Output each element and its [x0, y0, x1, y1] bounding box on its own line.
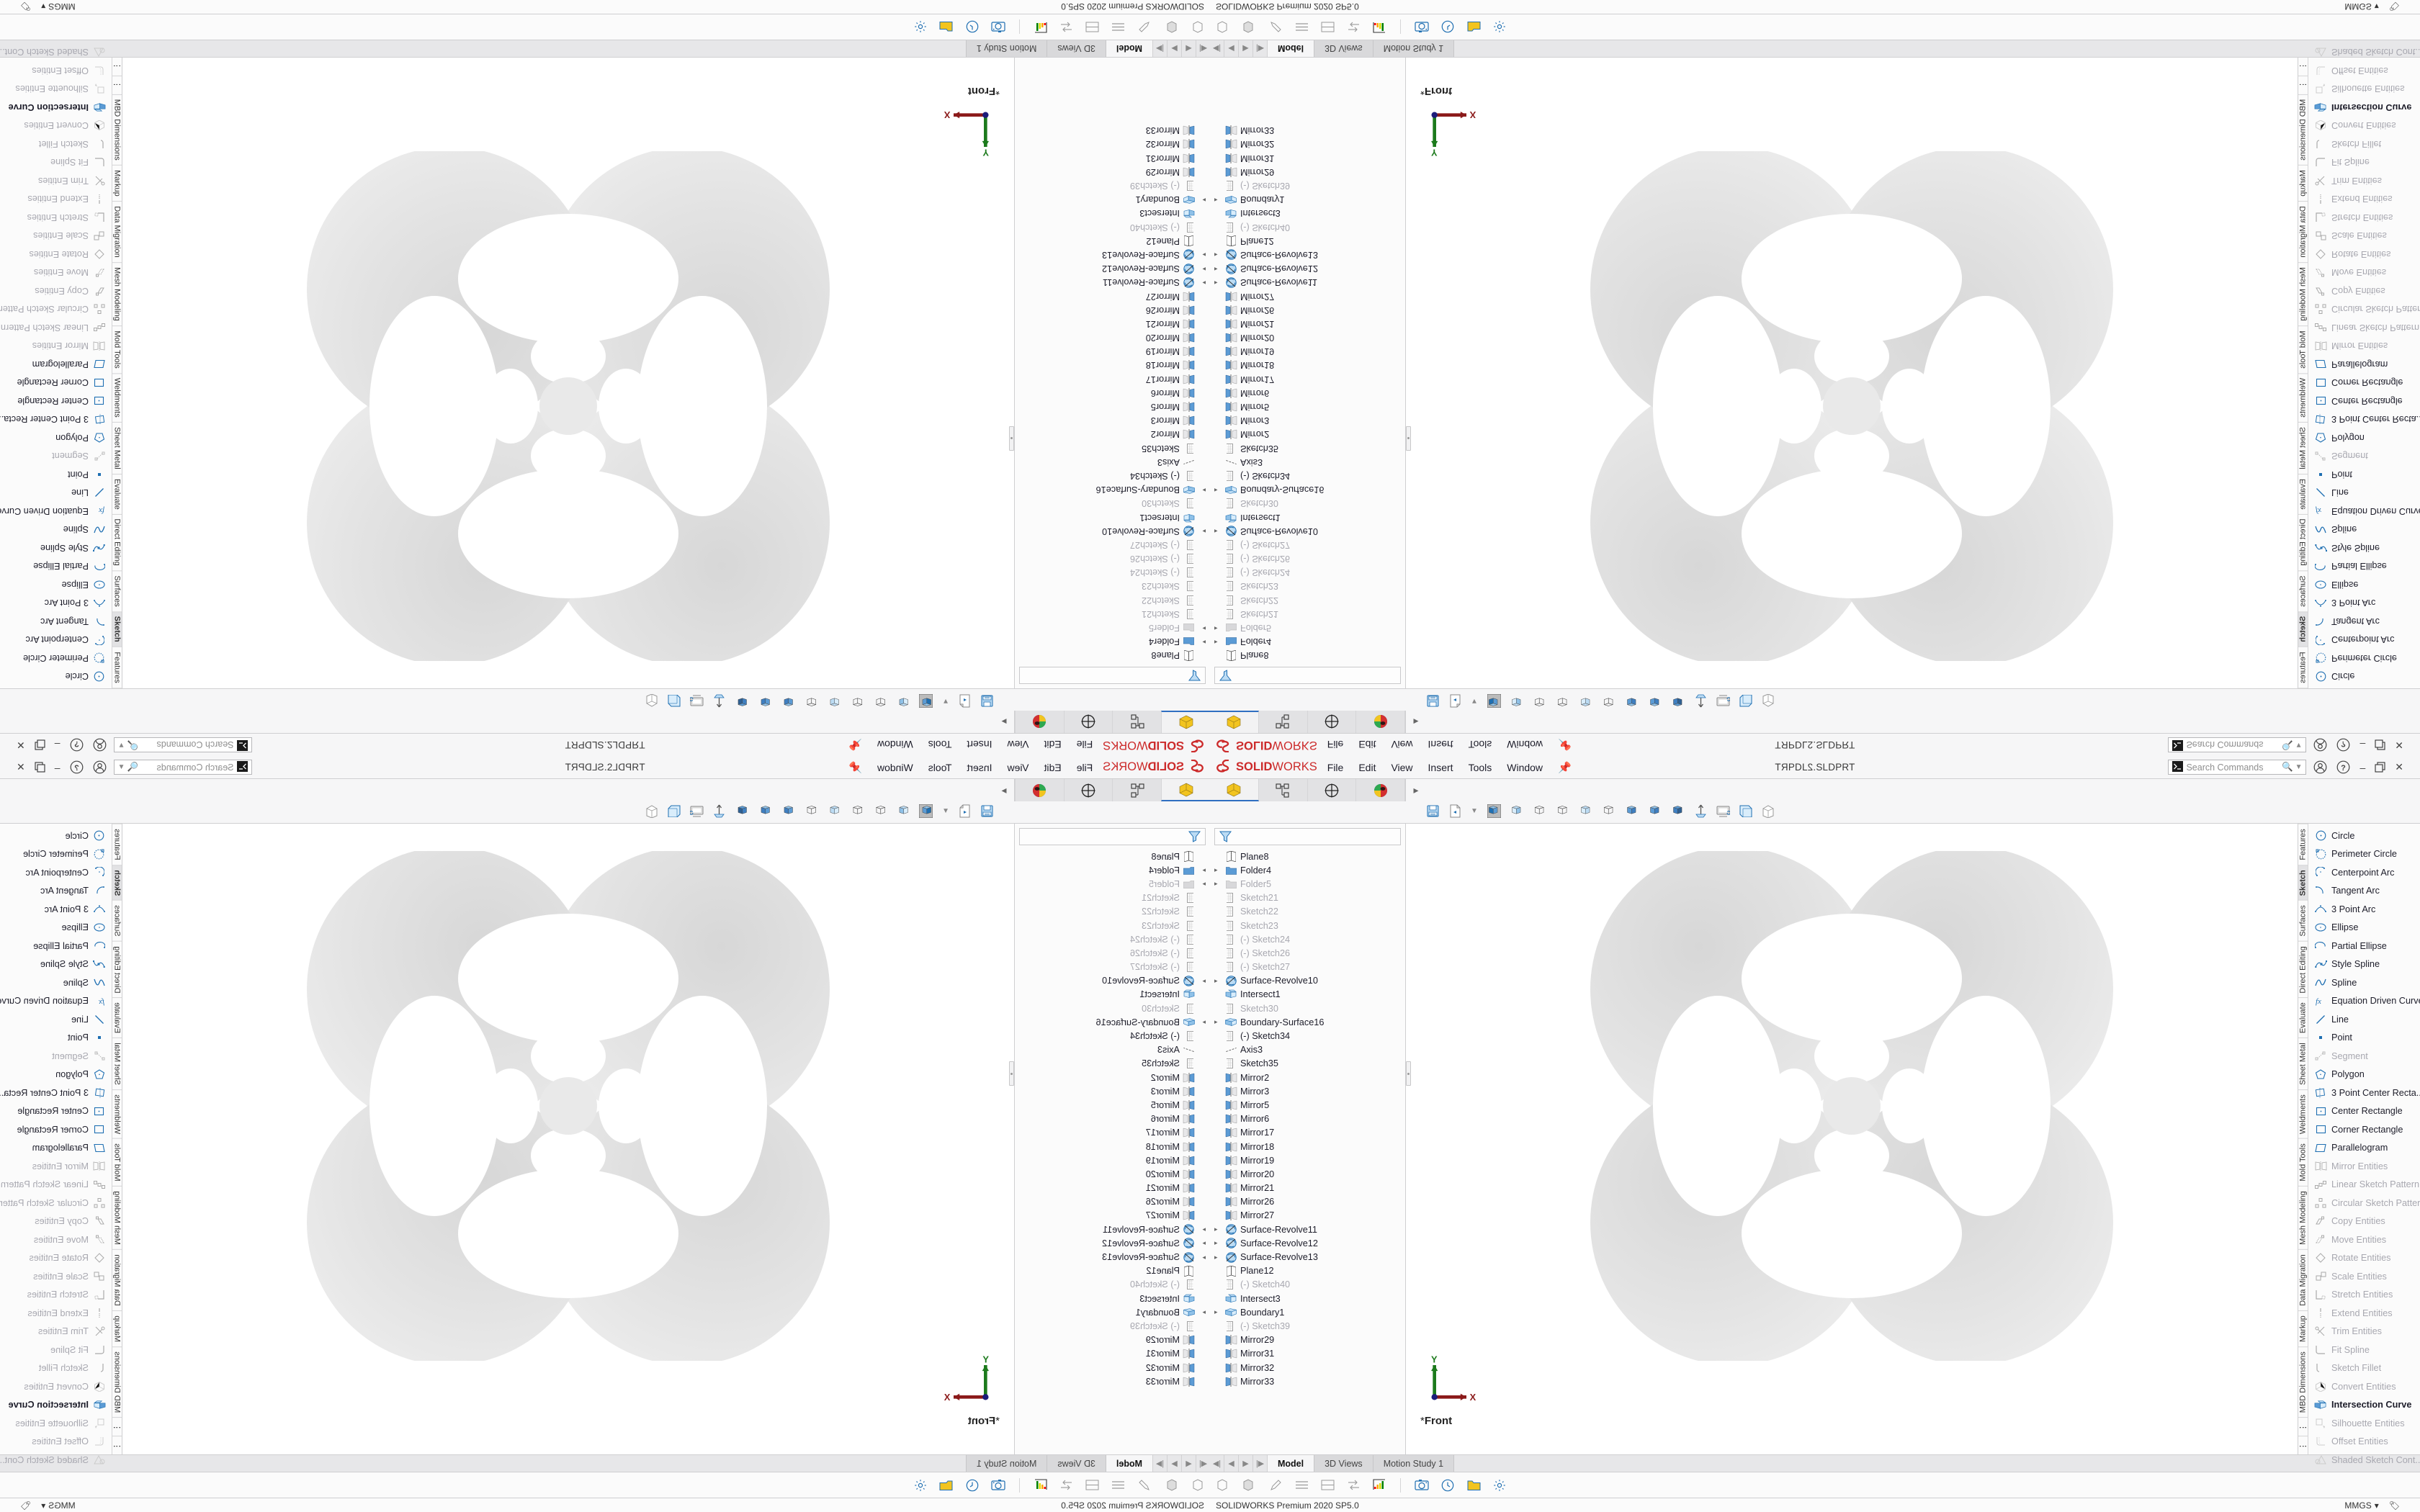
svg-text:fx: fx — [99, 997, 104, 1006]
svg-text:Y: Y — [1431, 1355, 1438, 1365]
svg-text:fx: fx — [2316, 997, 2321, 1006]
svg-text:Y: Y — [1431, 148, 1438, 158]
svg-text:fx: fx — [2316, 506, 2321, 515]
svg-text:X: X — [944, 1392, 950, 1403]
svg-text:?: ? — [2341, 764, 2347, 773]
svg-text:fx: fx — [99, 506, 104, 515]
svg-text:?: ? — [73, 739, 79, 748]
svg-text:X: X — [1470, 1392, 1476, 1403]
svg-text:X: X — [944, 109, 950, 120]
svg-text:Y: Y — [982, 1355, 989, 1365]
svg-text:X: X — [1470, 109, 1476, 120]
svg-text:?: ? — [73, 764, 79, 773]
svg-text:?: ? — [2341, 739, 2347, 748]
svg-text:Y: Y — [982, 148, 989, 158]
